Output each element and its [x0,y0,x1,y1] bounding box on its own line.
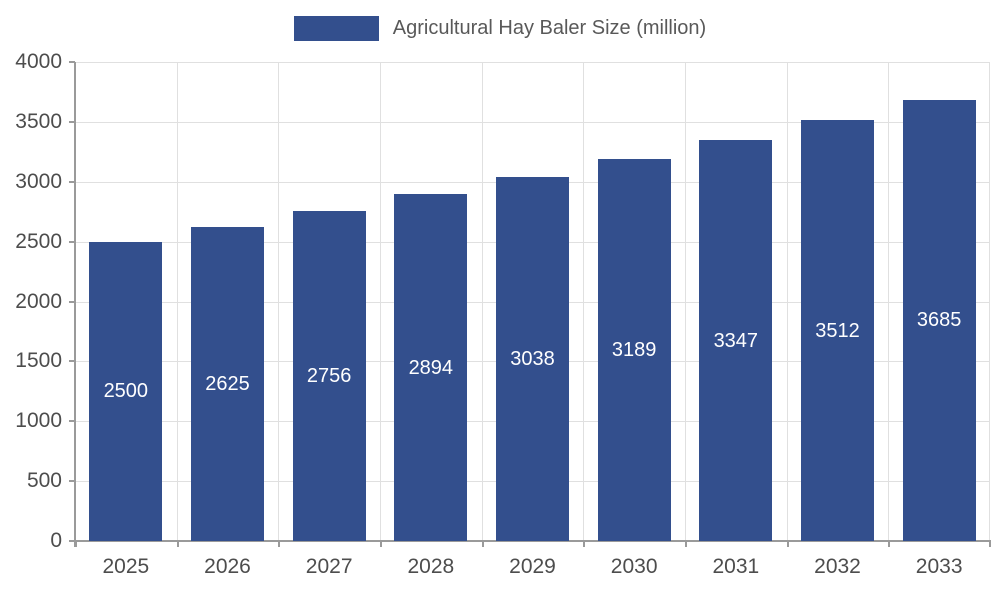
x-tick [380,541,382,547]
gridline-v [481,62,483,541]
y-tick [69,540,75,542]
y-tick-label: 2500 [15,229,62,253]
x-tick-label: 2027 [305,555,353,578]
legend-label: Agricultural Hay Baler Size (million) [392,17,707,39]
bar-value-label: 2500 [103,380,149,403]
y-tick [69,480,75,483]
bar-value-label: 2894 [408,356,454,379]
y-tick [69,180,75,183]
bar-value-label: 3685 [916,309,962,332]
y-tick [69,360,75,363]
gridline-v [989,62,990,541]
x-tick [176,541,179,547]
y-tick-label: 3500 [15,109,62,133]
bar [597,159,671,541]
gridline-v [786,62,788,541]
y-tick-label: 1500 [15,349,62,373]
x-axis-line [69,540,991,542]
x-tick [75,541,77,547]
y-tick-label: 1000 [15,409,62,433]
y-tick [69,240,75,243]
x-tick-label: 2033 [915,555,963,578]
x-tick [888,541,891,547]
chart-legend: Agricultural Hay Baler Size (million) [0,16,1000,41]
y-tick [69,420,75,423]
bar [190,226,265,541]
x-tick-label: 2031 [712,555,760,578]
x-tick [685,541,687,547]
bar [394,194,468,541]
x-tick-label: 2029 [509,555,556,578]
x-tick [481,541,484,547]
bar [699,140,773,541]
gridline-h [75,121,990,123]
gridline-v [176,62,178,541]
y-tick [69,120,75,123]
x-tick-label: 2025 [102,555,150,578]
gridline-v [278,62,280,541]
bar [902,99,976,541]
bar-value-label: 3038 [510,348,555,371]
bar [89,241,163,541]
gridline-h [75,62,990,63]
bar-value-label: 3189 [611,339,657,362]
gridline-v [380,62,381,541]
y-tick-label: 4000 [15,50,62,73]
y-tick [69,61,75,63]
y-tick-label: 3000 [15,169,62,193]
x-tick [989,541,991,547]
bar [800,120,875,541]
x-tick-label: 2032 [814,555,861,578]
bar-value-label: 2756 [306,364,352,387]
y-tick-label: 0 [50,529,62,552]
x-tick-label: 2028 [407,555,455,578]
gridline-v [583,62,585,541]
gridline-v [888,62,890,541]
y-axis-line [74,62,76,547]
bar [495,177,570,541]
y-tick-label: 500 [26,469,62,493]
x-tick-label: 2030 [610,555,658,578]
bar-value-label: 3347 [713,329,759,352]
y-tick-label: 2000 [15,289,62,313]
x-tick [583,541,586,547]
legend-swatch [293,16,379,41]
bar-value-label: 3512 [815,319,860,342]
bar-value-label: 2625 [205,372,250,395]
y-tick [69,300,75,303]
x-tick [786,541,789,547]
gridline-v [685,62,686,541]
bar [292,210,366,541]
x-tick [278,541,281,547]
plot-area: 2500 2625 2756 2894 3038 3189 3347 3512 3685 [69,62,991,547]
x-tick-label: 2026 [204,555,251,578]
